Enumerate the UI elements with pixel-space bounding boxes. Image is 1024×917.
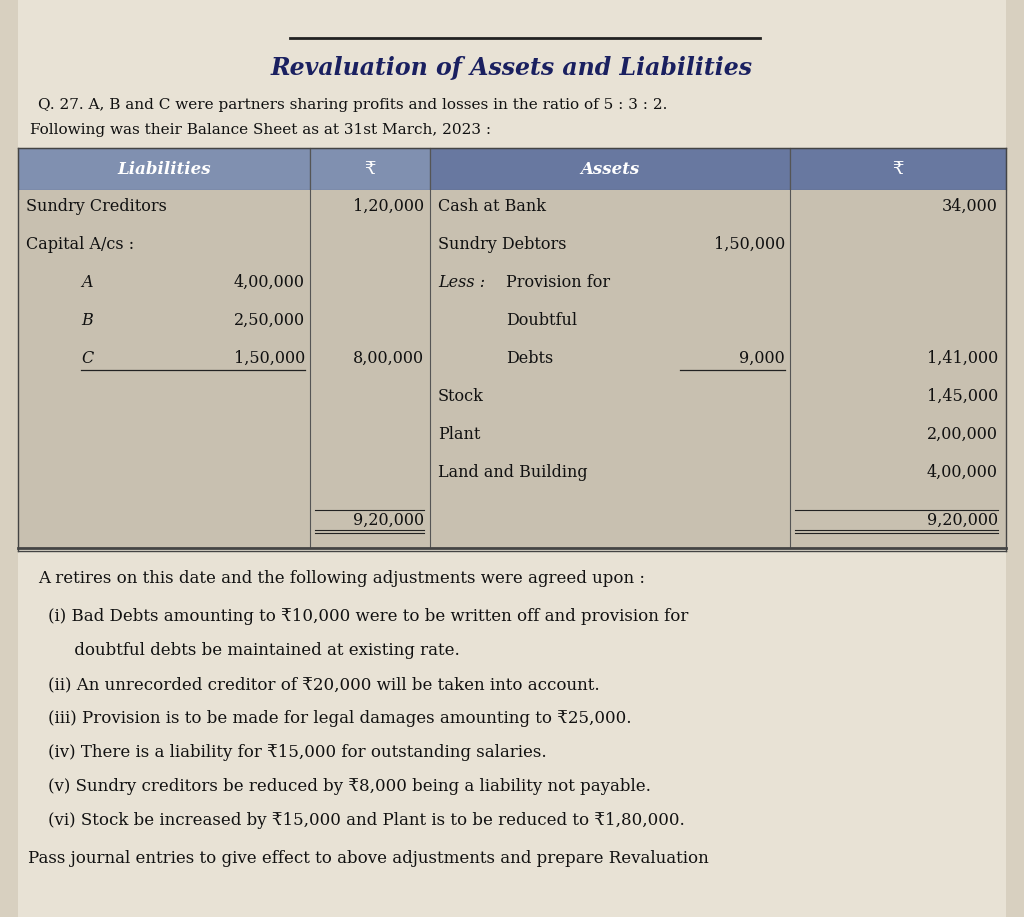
Text: 8,00,000: 8,00,000 — [353, 350, 424, 367]
Text: Pass journal entries to give effect to above adjustments and prepare Revaluation: Pass journal entries to give effect to a… — [28, 850, 709, 867]
Text: 1,50,000: 1,50,000 — [714, 236, 785, 253]
Text: (i) Bad Debts amounting to ₹10,000 were to be written off and provision for: (i) Bad Debts amounting to ₹10,000 were … — [48, 608, 688, 625]
Bar — [18, 190, 1006, 548]
Text: 2,00,000: 2,00,000 — [927, 426, 998, 443]
Text: 34,000: 34,000 — [942, 198, 998, 215]
Text: 9,20,000: 9,20,000 — [927, 512, 998, 529]
Text: 1,20,000: 1,20,000 — [353, 198, 424, 215]
Text: (ii) An unrecorded creditor of ₹20,000 will be taken into account.: (ii) An unrecorded creditor of ₹20,000 w… — [48, 676, 600, 693]
Text: 1,41,000: 1,41,000 — [927, 350, 998, 367]
Text: B: B — [81, 312, 93, 329]
Text: 1,45,000: 1,45,000 — [927, 388, 998, 405]
Text: Capital A/cs :: Capital A/cs : — [26, 236, 134, 253]
Text: C: C — [81, 350, 93, 367]
Text: 1,50,000: 1,50,000 — [233, 350, 305, 367]
Bar — [430, 148, 790, 190]
Text: ₹: ₹ — [365, 160, 376, 178]
Text: Sundry Creditors: Sundry Creditors — [26, 198, 167, 215]
Text: Sundry Debtors: Sundry Debtors — [438, 236, 566, 253]
Text: (iii) Provision is to be made for legal damages amounting to ₹25,000.: (iii) Provision is to be made for legal … — [48, 710, 632, 727]
Text: 4,00,000: 4,00,000 — [927, 464, 998, 481]
Text: 9,000: 9,000 — [739, 350, 785, 367]
Text: Assets: Assets — [581, 160, 640, 178]
Text: Stock: Stock — [438, 388, 484, 405]
Bar — [790, 148, 1006, 190]
Text: A: A — [81, 274, 92, 291]
Text: (iv) There is a liability for ₹15,000 for outstanding salaries.: (iv) There is a liability for ₹15,000 fo… — [48, 744, 547, 761]
Text: Doubtful: Doubtful — [506, 312, 578, 329]
Text: (vi) Stock be increased by ₹15,000 and Plant is to be reduced to ₹1,80,000.: (vi) Stock be increased by ₹15,000 and P… — [48, 812, 685, 829]
Text: 9,20,000: 9,20,000 — [353, 512, 424, 529]
Text: (v) Sundry creditors be reduced by ₹8,000 being a liability not payable.: (v) Sundry creditors be reduced by ₹8,00… — [48, 778, 651, 795]
Text: Revaluation of Assets and Liabilities: Revaluation of Assets and Liabilities — [271, 56, 753, 80]
Bar — [310, 148, 430, 190]
Text: Cash at Bank: Cash at Bank — [438, 198, 546, 215]
Text: A retires on this date and the following adjustments were agreed upon :: A retires on this date and the following… — [38, 570, 645, 587]
Text: Liabilities: Liabilities — [117, 160, 211, 178]
Text: Land and Building: Land and Building — [438, 464, 588, 481]
Text: ₹: ₹ — [892, 160, 904, 178]
Bar — [18, 148, 310, 190]
Text: 2,50,000: 2,50,000 — [233, 312, 305, 329]
Text: Following was their Balance Sheet as at 31st March, 2023 :: Following was their Balance Sheet as at … — [30, 123, 492, 137]
Text: Debts: Debts — [506, 350, 553, 367]
Text: Plant: Plant — [438, 426, 480, 443]
Text: Q. 27. A, B and C were partners sharing profits and losses in the ratio of 5 : 3: Q. 27. A, B and C were partners sharing … — [38, 98, 668, 112]
Text: Provision for: Provision for — [506, 274, 610, 291]
Text: doubtful debts be maintained at existing rate.: doubtful debts be maintained at existing… — [48, 642, 460, 659]
Text: 4,00,000: 4,00,000 — [234, 274, 305, 291]
Text: Less :: Less : — [438, 274, 485, 291]
